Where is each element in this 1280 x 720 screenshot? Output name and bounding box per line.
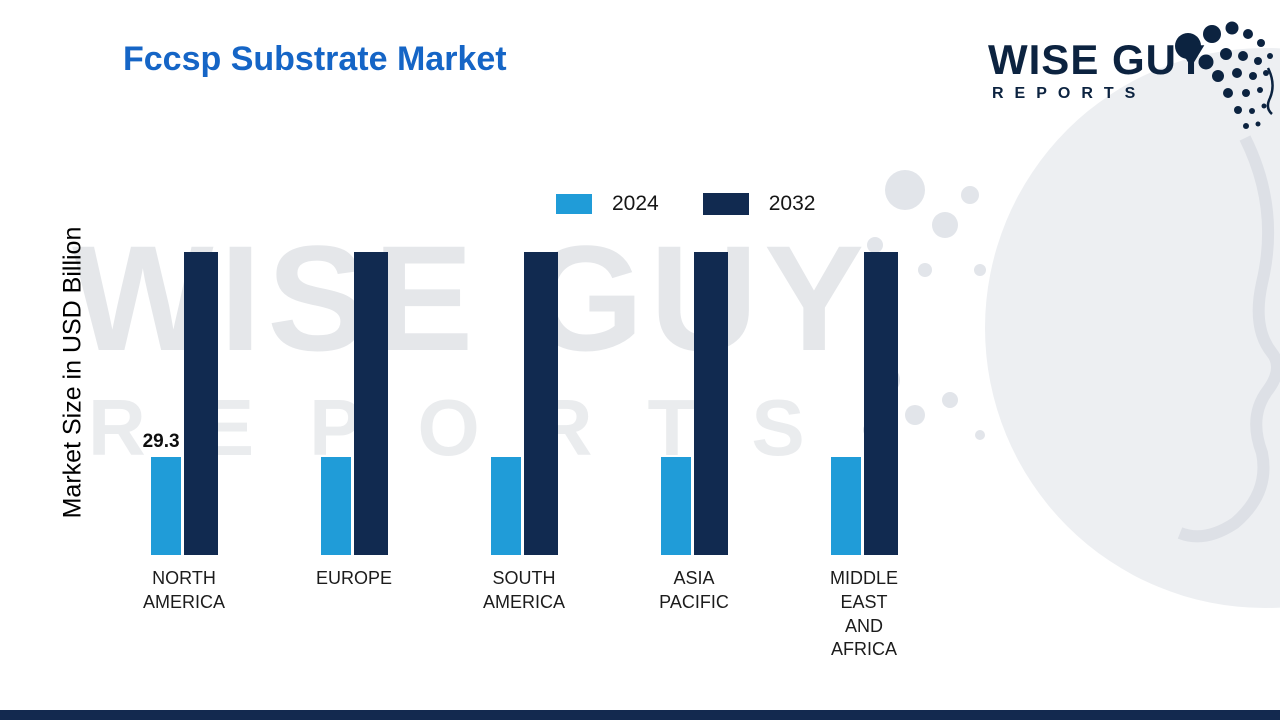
legend-swatch-2024 xyxy=(556,194,592,214)
legend-item-2032: 2032 xyxy=(702,192,816,216)
page-title: Fccsp Substrate Market xyxy=(123,40,507,78)
legend-swatch-2032 xyxy=(702,193,749,215)
footer-bar xyxy=(0,710,1280,720)
y-axis-label: Market Size in USD Billion xyxy=(58,226,87,519)
category-label-north-america: NORTH AMERICA xyxy=(142,568,225,612)
watermark-subtext: REPORTS xyxy=(88,383,860,472)
logo-wordmark: WISE GUY xyxy=(988,36,1207,83)
watermark-text: WISE GUY xyxy=(72,214,871,382)
chart-legend: 2024 2032 xyxy=(556,192,815,216)
wise-guy-reports-logo: WISE GUY REPORTS xyxy=(988,36,1207,103)
category-label-asia-pacific: ASIA PACIFIC xyxy=(659,568,729,612)
logo-head-dots-icon xyxy=(1175,21,1274,129)
legend-item-2024: 2024 xyxy=(556,192,659,216)
legend-label-2024: 2024 xyxy=(612,192,659,215)
category-label-middle-east-and-africa: MIDDLE EAST AND AFRICA xyxy=(829,568,898,660)
watermark-head-circle-art xyxy=(985,48,1280,608)
category-label-south-america: SOUTH AMERICA xyxy=(482,568,565,612)
legend-label-2032: 2032 xyxy=(768,192,816,215)
logo-subtitle: REPORTS xyxy=(992,85,1147,103)
category-label-europe: EUROPE xyxy=(315,568,393,588)
